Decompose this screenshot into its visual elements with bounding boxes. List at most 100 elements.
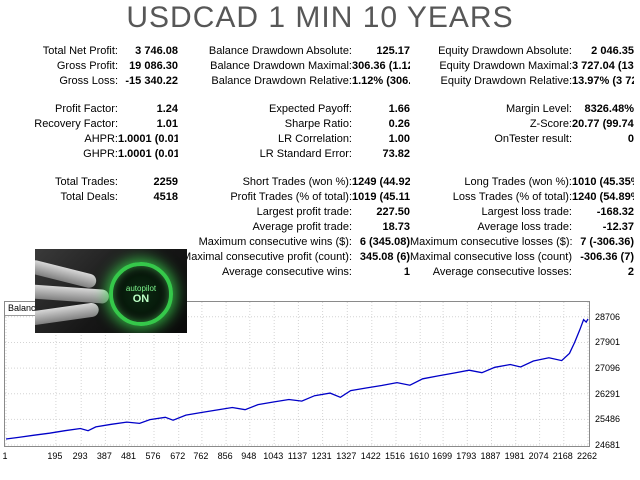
x-axis-tick-label: 1610 — [409, 451, 430, 461]
stat-label: Long Trades (won %): — [464, 176, 572, 188]
y-axis-tick-label: 24681 — [595, 440, 621, 450]
x-axis-tick-label: 1043 — [263, 451, 284, 461]
stats-row: Largest profit trade: 227.50 Largest loss … — [2, 205, 638, 220]
stat-value: 13.97% (3 727.04) — [572, 75, 634, 87]
stats-group: Total Net Profit: 3 746.08 Balance Drawdow… — [2, 44, 638, 89]
stat-value: 0.26 — [388, 118, 410, 130]
stat-label: Margin Level: — [505, 103, 572, 115]
x-axis-tick-label: 1699 — [432, 451, 453, 461]
stat-value — [118, 220, 178, 235]
stat-value: 1.0001 (0.01%) — [118, 148, 178, 160]
x-axis-tick-label: 387 — [96, 451, 112, 461]
stats-row: Gross Profit: 19 086.30 Balance Drawdown M… — [2, 59, 638, 74]
balance-line — [5, 302, 589, 446]
stats-row: Total Deals: 4518 Profit Trades (% of tota… — [2, 190, 638, 205]
stat-label — [2, 235, 118, 250]
x-axis-tick-label: 293 — [72, 451, 88, 461]
stats-row: Gross Loss: -15 340.22 Balance Drawdown Re… — [2, 74, 638, 89]
stat-value: 6 (345.08) — [359, 236, 410, 248]
stat-value: 0 — [627, 133, 634, 145]
stats-group: Profit Factor: 1.24 Expected Payoff: 1.66 Ma… — [2, 102, 638, 162]
x-axis-tick-label: 576 — [145, 451, 161, 461]
stat-label: Average loss trade: — [477, 221, 572, 233]
stat-value: 1.0001 (0.01%) — [118, 133, 178, 145]
stat-label: GHPR: — [83, 148, 118, 160]
x-axis-tick-label: 1981 — [504, 451, 525, 461]
stat-value: 1240 (54.89%) — [572, 191, 634, 203]
x-axis-tick-label: 1793 — [456, 451, 477, 461]
stat-label: Balance Drawdown Absolute: — [208, 45, 352, 57]
stat-label: Gross Loss: — [59, 75, 118, 87]
stats-row: Maximal consecutive profit (count): 345.0… — [2, 250, 638, 265]
stat-value: -15 340.22 — [125, 75, 178, 87]
stat-value: 1010 (45.35%) — [572, 176, 634, 188]
stat-value: 2 046.35 — [591, 45, 634, 57]
stat-value: 1.00 — [388, 133, 410, 145]
stats-report: Total Net Profit: 3 746.08 Balance Drawdow… — [2, 44, 638, 293]
stat-value: 1019 (45.11%) — [352, 191, 410, 203]
stat-label: Total Deals: — [60, 191, 118, 203]
stat-value: 4518 — [153, 191, 178, 203]
x-axis-tick-label: 1 — [2, 451, 8, 461]
stat-label: Average profit trade: — [252, 221, 352, 233]
stat-label: LR Standard Error: — [259, 148, 352, 160]
x-axis-tick-label: 2074 — [528, 451, 549, 461]
stat-label: Total Trades: — [55, 176, 118, 188]
stat-value: 3 746.08 — [135, 45, 178, 57]
stat-label: Short Trades (won %): — [242, 176, 352, 188]
stat-value: 345.08 (6) — [359, 251, 410, 263]
x-axis-tick-label: 1137 — [287, 451, 308, 461]
x-axis-tick-label: 2262 — [576, 451, 598, 461]
stats-row: Recovery Factor: 1.01 Sharpe Ratio: 0.26 Z-S… — [2, 117, 638, 132]
stats-group: Total Trades: 2259 Short Trades (won %): 12… — [2, 175, 638, 280]
x-axis-tick-label: 762 — [193, 451, 209, 461]
x-axis-tick-label: 856 — [217, 451, 233, 461]
stat-label — [410, 147, 572, 162]
x-axis-tick-label: 672 — [170, 451, 186, 461]
stat-value: 1 — [403, 266, 410, 278]
stat-label: Profit Factor: — [55, 103, 118, 115]
stat-value: 2259 — [153, 176, 178, 188]
y-axis-tick-label: 27901 — [595, 337, 621, 348]
stats-row: GHPR:1.0001 (0.01%) LR Standard Error: 73.… — [2, 147, 638, 162]
stats-row: Average consecutive wins: 1 Average consec… — [2, 265, 638, 280]
stat-value: 1.24 — [156, 103, 178, 115]
autopilot-state: ON — [132, 292, 150, 305]
stat-label: Maximum consecutive losses ($): — [410, 236, 572, 248]
stat-label: Equity Drawdown Absolute: — [438, 45, 572, 57]
stats-row: Total Net Profit: 3 746.08 Balance Drawdow… — [2, 44, 638, 59]
stats-row: Total Trades: 2259 Short Trades (won %): 12… — [2, 175, 638, 190]
y-axis-tick-label: 25486 — [595, 414, 621, 425]
stat-value — [118, 205, 178, 220]
stat-value: 125.17 — [376, 45, 410, 57]
stat-value: -306.36 (7) — [580, 251, 634, 263]
stat-label: Average consecutive losses: — [432, 266, 572, 278]
x-axis-tick-label: 2168 — [552, 451, 573, 461]
x-axis-tick-label: 481 — [121, 451, 137, 461]
stat-label: Balance Drawdown Relative: — [211, 75, 352, 87]
stat-label: Average consecutive wins: — [221, 266, 352, 278]
x-axis-tick-label: 1422 — [360, 451, 381, 461]
stat-label: Z-Score: — [529, 118, 572, 130]
stat-label: Profit Trades (% of total): — [230, 191, 352, 203]
stat-value: 1249 (44.92%) — [352, 176, 410, 188]
stat-value: 18.73 — [382, 221, 410, 233]
stat-value: 1.01 — [156, 118, 178, 130]
x-axis-tick-label: 1516 — [384, 451, 405, 461]
autopilot-button-icon: autopilot ON — [109, 262, 173, 326]
stat-label: AHPR: — [84, 133, 118, 145]
robot-finger-icon — [35, 302, 100, 326]
y-axis-tick-label: 27096 — [595, 363, 621, 374]
stat-label — [2, 220, 118, 235]
x-axis-tick-label: 1231 — [311, 451, 332, 461]
stat-label: Sharpe Ratio: — [284, 118, 352, 130]
stat-label: Loss Trades (% of total): — [452, 191, 572, 203]
stat-value: 3 727.04 (13.97%) — [572, 60, 634, 72]
x-axis-tick-label: 1327 — [336, 451, 357, 461]
stat-value: 306.36 (1.12%) — [352, 60, 410, 72]
stat-label: Balance Drawdown Maximal: — [210, 60, 352, 72]
y-axis-tick-label: 28706 — [595, 311, 621, 322]
stat-value: 8326.48% — [584, 103, 634, 115]
page-title: USDCAD 1 MIN 10 YEARS — [126, 1, 514, 34]
x-axis-tick-label: 948 — [241, 451, 257, 461]
